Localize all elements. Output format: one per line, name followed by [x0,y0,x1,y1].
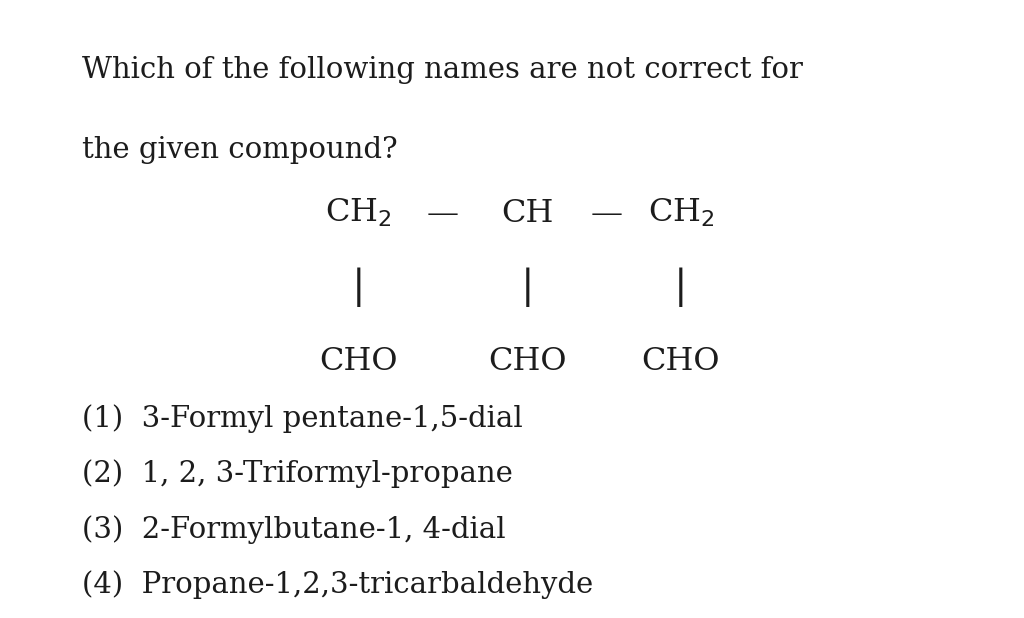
Text: CH: CH [501,198,554,229]
Text: (3)  2-Formylbutane-1, 4-dial: (3) 2-Formylbutane-1, 4-dial [82,515,506,544]
Text: Which of the following names are not correct for: Which of the following names are not cor… [82,56,803,83]
Text: |: | [351,268,366,307]
Text: the given compound?: the given compound? [82,136,397,164]
Text: |: | [674,268,688,307]
Text: |: | [520,268,535,307]
Text: (4)  Propane-1,2,3-tricarbaldehyde: (4) Propane-1,2,3-tricarbaldehyde [82,570,593,599]
Text: —: — [590,198,623,229]
Text: CH$_2$: CH$_2$ [647,197,715,229]
Text: (2)  1, 2, 3-Triformyl-propane: (2) 1, 2, 3-Triformyl-propane [82,459,513,488]
Text: CHO: CHO [319,346,397,377]
Text: CHO: CHO [642,346,720,377]
Text: CH$_2$: CH$_2$ [325,197,392,229]
Text: CHO: CHO [488,346,566,377]
Text: —: — [426,198,459,229]
Text: (1)  3-Formyl pentane-1,5-dial: (1) 3-Formyl pentane-1,5-dial [82,404,522,433]
